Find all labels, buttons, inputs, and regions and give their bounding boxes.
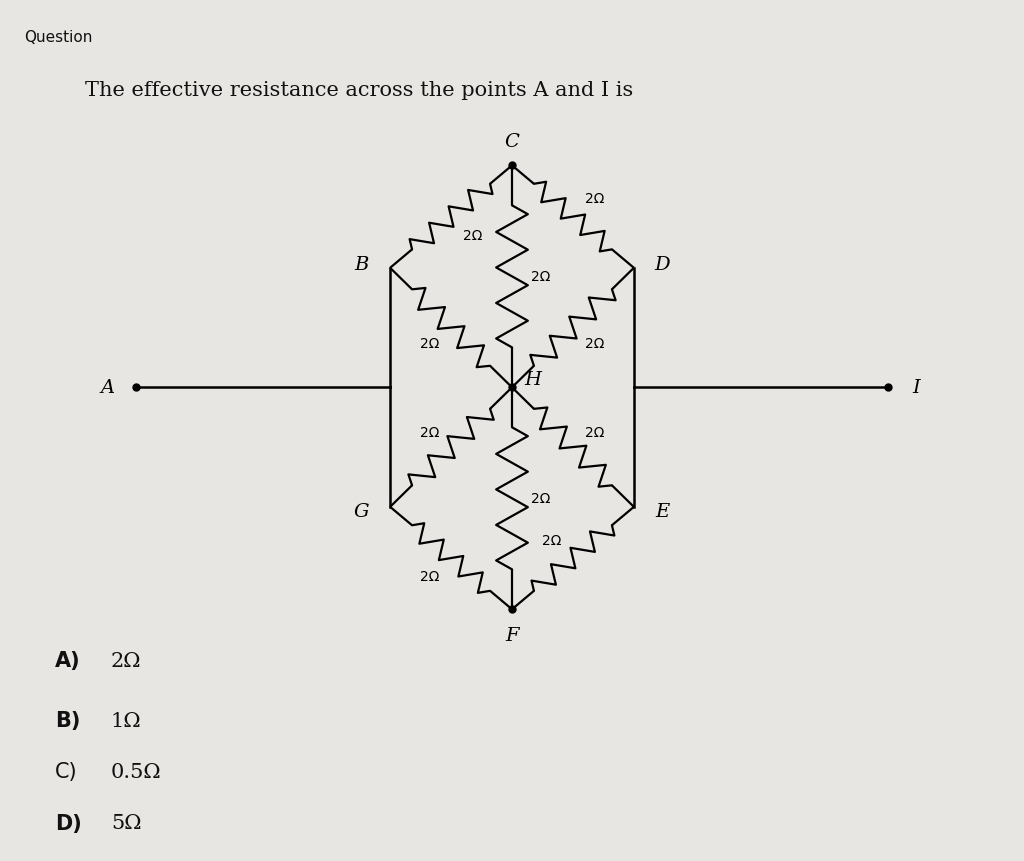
Text: E: E — [655, 503, 670, 521]
Text: 2Ω: 2Ω — [530, 492, 550, 505]
Text: B: B — [354, 255, 369, 273]
Text: B): B) — [55, 710, 80, 730]
Text: C: C — [505, 133, 519, 152]
Text: C): C) — [55, 762, 78, 782]
Text: 2Ω: 2Ω — [585, 192, 604, 207]
Text: 2Ω: 2Ω — [420, 337, 439, 350]
Text: 2Ω: 2Ω — [542, 533, 561, 548]
Text: G: G — [354, 503, 370, 521]
Text: A): A) — [55, 651, 81, 671]
Text: 2Ω: 2Ω — [420, 569, 439, 584]
Text: F: F — [505, 626, 519, 644]
Text: 2Ω: 2Ω — [585, 425, 604, 439]
Text: I: I — [912, 379, 921, 397]
Text: D): D) — [55, 813, 82, 833]
Text: 1Ω: 1Ω — [111, 711, 141, 730]
Text: D: D — [654, 255, 670, 273]
Text: A: A — [100, 379, 115, 397]
Text: H: H — [524, 370, 541, 388]
Text: The effective resistance across the points A and I is: The effective resistance across the poin… — [85, 81, 634, 100]
Text: 0.5Ω: 0.5Ω — [111, 762, 162, 781]
Text: 2Ω: 2Ω — [420, 425, 439, 439]
Text: 2Ω: 2Ω — [463, 228, 482, 243]
Text: 2Ω: 2Ω — [111, 651, 141, 670]
Text: 2Ω: 2Ω — [530, 270, 550, 284]
Text: Question: Question — [25, 30, 93, 45]
Text: 5Ω: 5Ω — [111, 814, 141, 833]
Text: 2Ω: 2Ω — [585, 337, 604, 350]
